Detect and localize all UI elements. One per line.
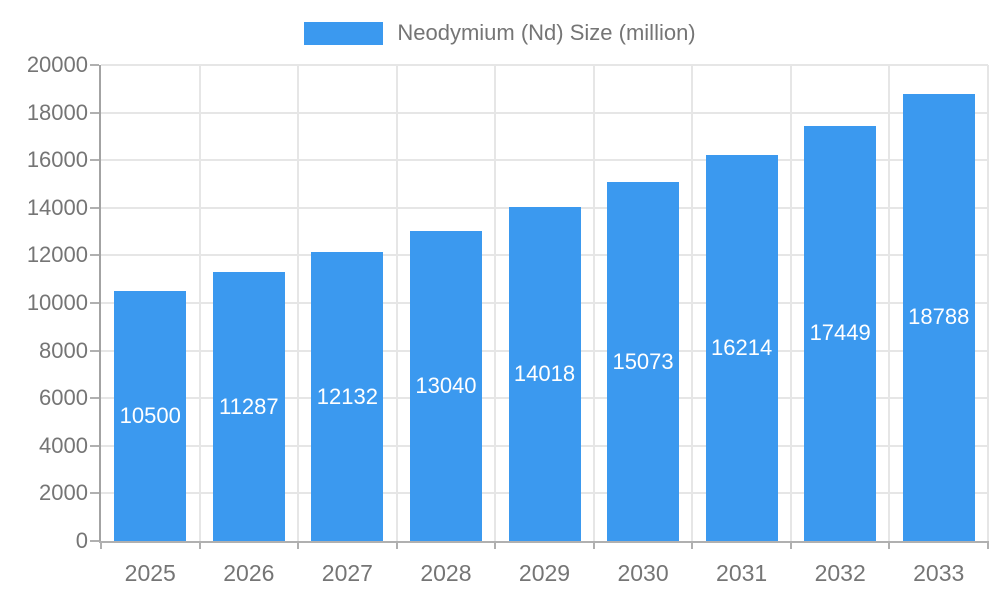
y-axis-tick xyxy=(90,349,99,352)
v-gridline xyxy=(297,65,300,541)
bar-2029[interactable]: 14018 xyxy=(508,207,581,541)
x-axis-tick xyxy=(297,541,300,549)
y-axis-tick xyxy=(90,397,99,400)
v-gridline xyxy=(691,65,694,541)
x-axis-label-2026: 2026 xyxy=(223,560,275,586)
x-axis-tick xyxy=(789,541,792,549)
bar-value-label: 10500 xyxy=(119,403,181,429)
x-axis-label-2032: 2032 xyxy=(814,560,866,586)
x-axis-tick xyxy=(987,541,989,549)
y-axis-tick xyxy=(90,302,99,304)
y-axis-label: 8000 xyxy=(39,337,88,363)
plot-area: 10500 11287 12132 13040 14018 15073 16214 17449… xyxy=(99,64,989,543)
x-axis-label-2033: 2033 xyxy=(913,560,965,586)
h-gridline xyxy=(101,64,988,66)
y-axis-tick xyxy=(90,159,99,162)
y-axis-label: 2000 xyxy=(39,480,88,506)
bar-value-label: 12132 xyxy=(316,383,378,409)
legend[interactable]: Neodymium (Nd) Size (million) xyxy=(0,15,1000,51)
x-axis-label-2027: 2027 xyxy=(321,560,373,586)
bar-value-label: 18788 xyxy=(908,304,970,330)
y-axis-label: 18000 xyxy=(26,99,88,125)
x-axis-line xyxy=(99,541,988,543)
bar-2032[interactable]: 17449 xyxy=(804,125,877,541)
v-gridline xyxy=(987,65,989,541)
y-axis-label: 12000 xyxy=(26,242,88,268)
x-axis-label-2028: 2028 xyxy=(420,560,472,586)
v-gridline xyxy=(494,65,497,541)
bar-2030[interactable]: 15073 xyxy=(607,182,680,541)
y-axis-label: 10000 xyxy=(26,290,88,315)
bar-2028[interactable]: 13040 xyxy=(409,230,482,541)
y-axis-label: 16000 xyxy=(26,147,88,173)
bar-2026[interactable]: 11287 xyxy=(212,272,285,541)
bar-value-label: 11287 xyxy=(219,393,279,419)
v-gridline xyxy=(888,65,891,541)
y-axis-tick xyxy=(90,540,99,542)
y-axis-label: 14000 xyxy=(26,194,88,220)
x-axis-label-2030: 2030 xyxy=(617,560,669,586)
x-axis-tick xyxy=(691,541,694,549)
y-axis-tick xyxy=(90,111,99,114)
y-axis-label: 6000 xyxy=(39,385,88,411)
x-axis-label-2031: 2031 xyxy=(716,560,768,586)
x-axis-tick xyxy=(395,541,398,549)
bar-value-label: 16214 xyxy=(711,335,773,361)
bar-2033[interactable]: 18788 xyxy=(902,93,975,541)
bar-value-label: 13040 xyxy=(415,372,477,398)
y-axis-tick xyxy=(90,492,99,495)
legend-label: Neodymium (Nd) Size (million) xyxy=(397,20,696,45)
x-axis-label-2025: 2025 xyxy=(124,560,176,586)
x-axis-label-2029: 2029 xyxy=(518,560,571,586)
y-axis-label: 4000 xyxy=(39,432,88,458)
bar-value-label: 14018 xyxy=(513,361,576,387)
bar-value-label: 17449 xyxy=(809,320,871,346)
y-axis-tick xyxy=(90,206,99,209)
bar-2027[interactable]: 12132 xyxy=(311,252,384,541)
h-gridline xyxy=(101,159,988,162)
v-gridline xyxy=(592,65,595,541)
v-gridline xyxy=(198,65,201,541)
x-axis-tick xyxy=(888,541,891,549)
v-gridline xyxy=(395,65,398,541)
h-gridline xyxy=(101,111,988,114)
y-axis-tick xyxy=(90,64,99,66)
bar-2025[interactable]: 10500 xyxy=(114,291,187,541)
y-axis-label: 20000 xyxy=(26,52,88,77)
legend-swatch xyxy=(304,21,384,45)
x-axis-tick xyxy=(198,541,201,549)
x-axis-tick xyxy=(592,541,595,549)
y-axis-label: 0 xyxy=(75,528,88,553)
x-axis-tick xyxy=(100,541,102,549)
bar-value-label: 15073 xyxy=(612,348,674,374)
y-axis-tick xyxy=(90,254,99,257)
y-axis-line xyxy=(99,65,101,541)
x-axis-tick xyxy=(494,541,497,549)
bar-2031[interactable]: 16214 xyxy=(705,155,778,541)
y-axis-tick xyxy=(90,444,99,447)
v-gridline xyxy=(789,65,792,541)
